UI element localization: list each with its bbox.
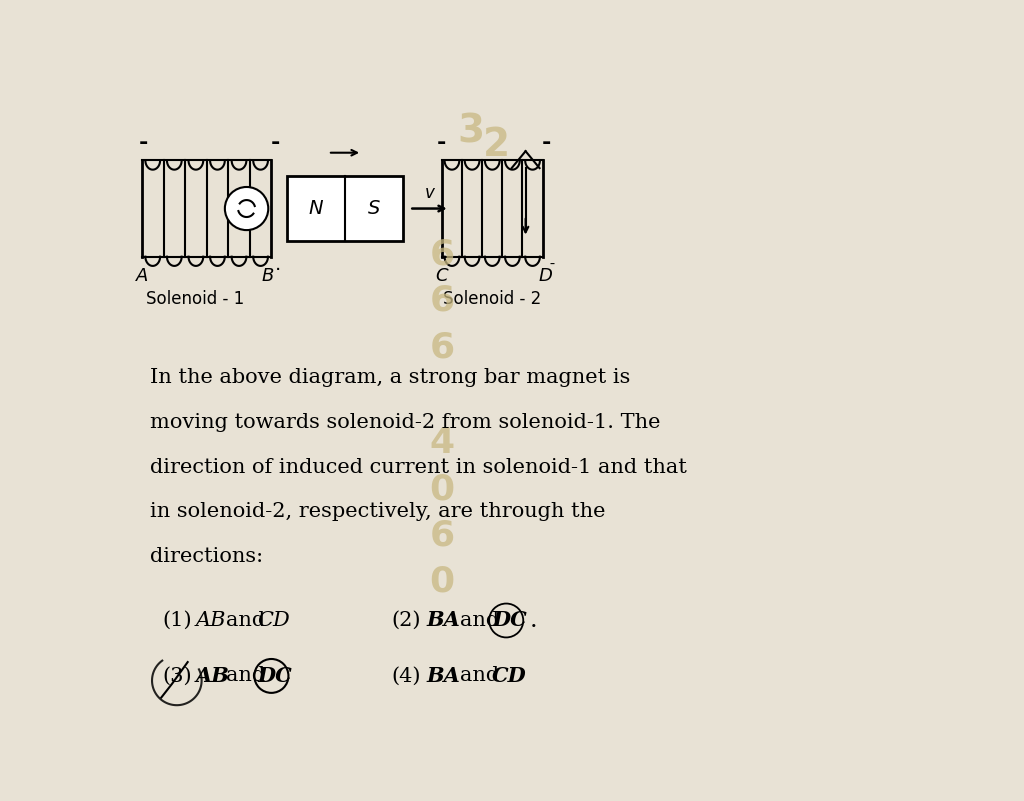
Text: and: and bbox=[226, 611, 265, 630]
Text: In the above diagram, a strong bar magnet is: In the above diagram, a strong bar magne… bbox=[150, 368, 630, 388]
Text: 0: 0 bbox=[429, 473, 455, 506]
Circle shape bbox=[225, 187, 268, 230]
Text: -: - bbox=[139, 134, 148, 154]
Text: Solenoid - 2: Solenoid - 2 bbox=[443, 290, 542, 308]
Text: and: and bbox=[460, 666, 499, 686]
Text: 0: 0 bbox=[429, 565, 455, 599]
Text: 6: 6 bbox=[429, 238, 455, 272]
Text: in solenoid-2, respectively, are through the: in solenoid-2, respectively, are through… bbox=[150, 502, 605, 521]
Text: N: N bbox=[308, 199, 324, 218]
Text: 4: 4 bbox=[429, 426, 455, 461]
Text: moving towards solenoid-2 from solenoid-1. The: moving towards solenoid-2 from solenoid-… bbox=[150, 413, 660, 432]
Text: -: - bbox=[270, 134, 280, 154]
Text: -: - bbox=[437, 134, 446, 154]
Text: A: A bbox=[136, 267, 148, 285]
Text: S: S bbox=[368, 199, 380, 218]
Text: AB: AB bbox=[196, 666, 229, 686]
Text: ·: · bbox=[274, 261, 281, 280]
Text: D: D bbox=[539, 267, 553, 285]
Text: (1): (1) bbox=[163, 611, 193, 630]
Text: 6: 6 bbox=[429, 519, 455, 553]
Text: DC: DC bbox=[257, 666, 292, 686]
Text: ¯: ¯ bbox=[549, 264, 555, 277]
Text: 2: 2 bbox=[482, 126, 510, 163]
FancyBboxPatch shape bbox=[287, 175, 403, 241]
Text: v: v bbox=[425, 184, 435, 202]
Text: (4): (4) bbox=[391, 666, 421, 686]
Text: BA: BA bbox=[426, 666, 460, 686]
Text: and: and bbox=[226, 666, 265, 686]
Text: 6: 6 bbox=[429, 284, 455, 318]
Text: AB: AB bbox=[196, 611, 226, 630]
Text: DC: DC bbox=[493, 610, 527, 630]
Text: .: . bbox=[529, 609, 537, 632]
Text: Solenoid - 1: Solenoid - 1 bbox=[145, 290, 244, 308]
Text: C: C bbox=[435, 267, 449, 285]
Text: direction of induced current in solenoid-1 and that: direction of induced current in solenoid… bbox=[150, 457, 686, 477]
Text: B: B bbox=[261, 267, 273, 285]
Text: (2): (2) bbox=[391, 611, 421, 630]
Text: BA: BA bbox=[426, 610, 460, 630]
Text: CD: CD bbox=[257, 611, 290, 630]
Text: and: and bbox=[460, 611, 499, 630]
Text: (3): (3) bbox=[163, 666, 193, 686]
Text: 6: 6 bbox=[429, 330, 455, 364]
Text: directions:: directions: bbox=[150, 547, 263, 566]
Text: -: - bbox=[542, 134, 551, 154]
Text: 3: 3 bbox=[457, 112, 484, 151]
Text: CD: CD bbox=[493, 666, 527, 686]
